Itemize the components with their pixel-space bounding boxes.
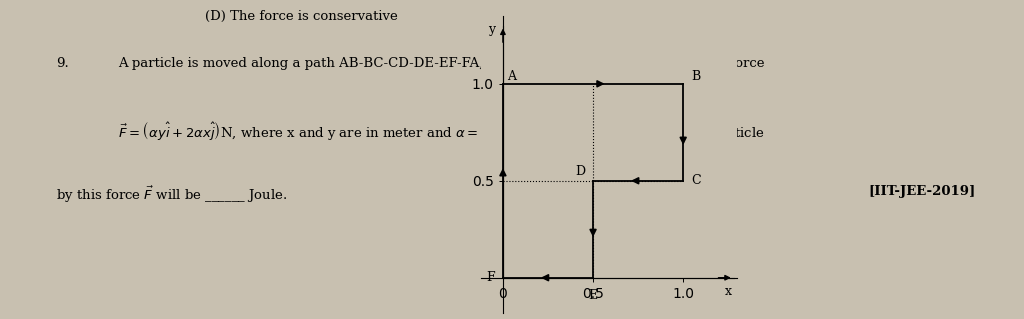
Text: D: D xyxy=(575,165,586,178)
Text: 9.: 9. xyxy=(56,57,69,70)
Text: A particle is moved along a path AB-BC-CD-DE-EF-FA, as shown in figure, in prese: A particle is moved along a path AB-BC-C… xyxy=(118,57,764,70)
Text: F: F xyxy=(486,271,495,284)
Text: $\vec{F}=\left(\alpha y\hat{i}+2\alpha x\hat{j}\right)$N, where x and y are in m: $\vec{F}=\left(\alpha y\hat{i}+2\alpha x… xyxy=(118,121,764,143)
Text: (D) The force is conservative: (D) The force is conservative xyxy=(205,10,397,23)
Text: x: x xyxy=(725,285,732,298)
Text: E: E xyxy=(589,289,598,302)
Text: [IIT-JEE-2019]: [IIT-JEE-2019] xyxy=(868,185,975,198)
Text: C: C xyxy=(691,174,700,187)
Text: A: A xyxy=(508,70,516,83)
Text: B: B xyxy=(691,70,700,83)
Text: by this force $\vec{F}$ will be ______ Joule.: by this force $\vec{F}$ will be ______ J… xyxy=(56,185,288,205)
Text: y: y xyxy=(488,23,496,36)
